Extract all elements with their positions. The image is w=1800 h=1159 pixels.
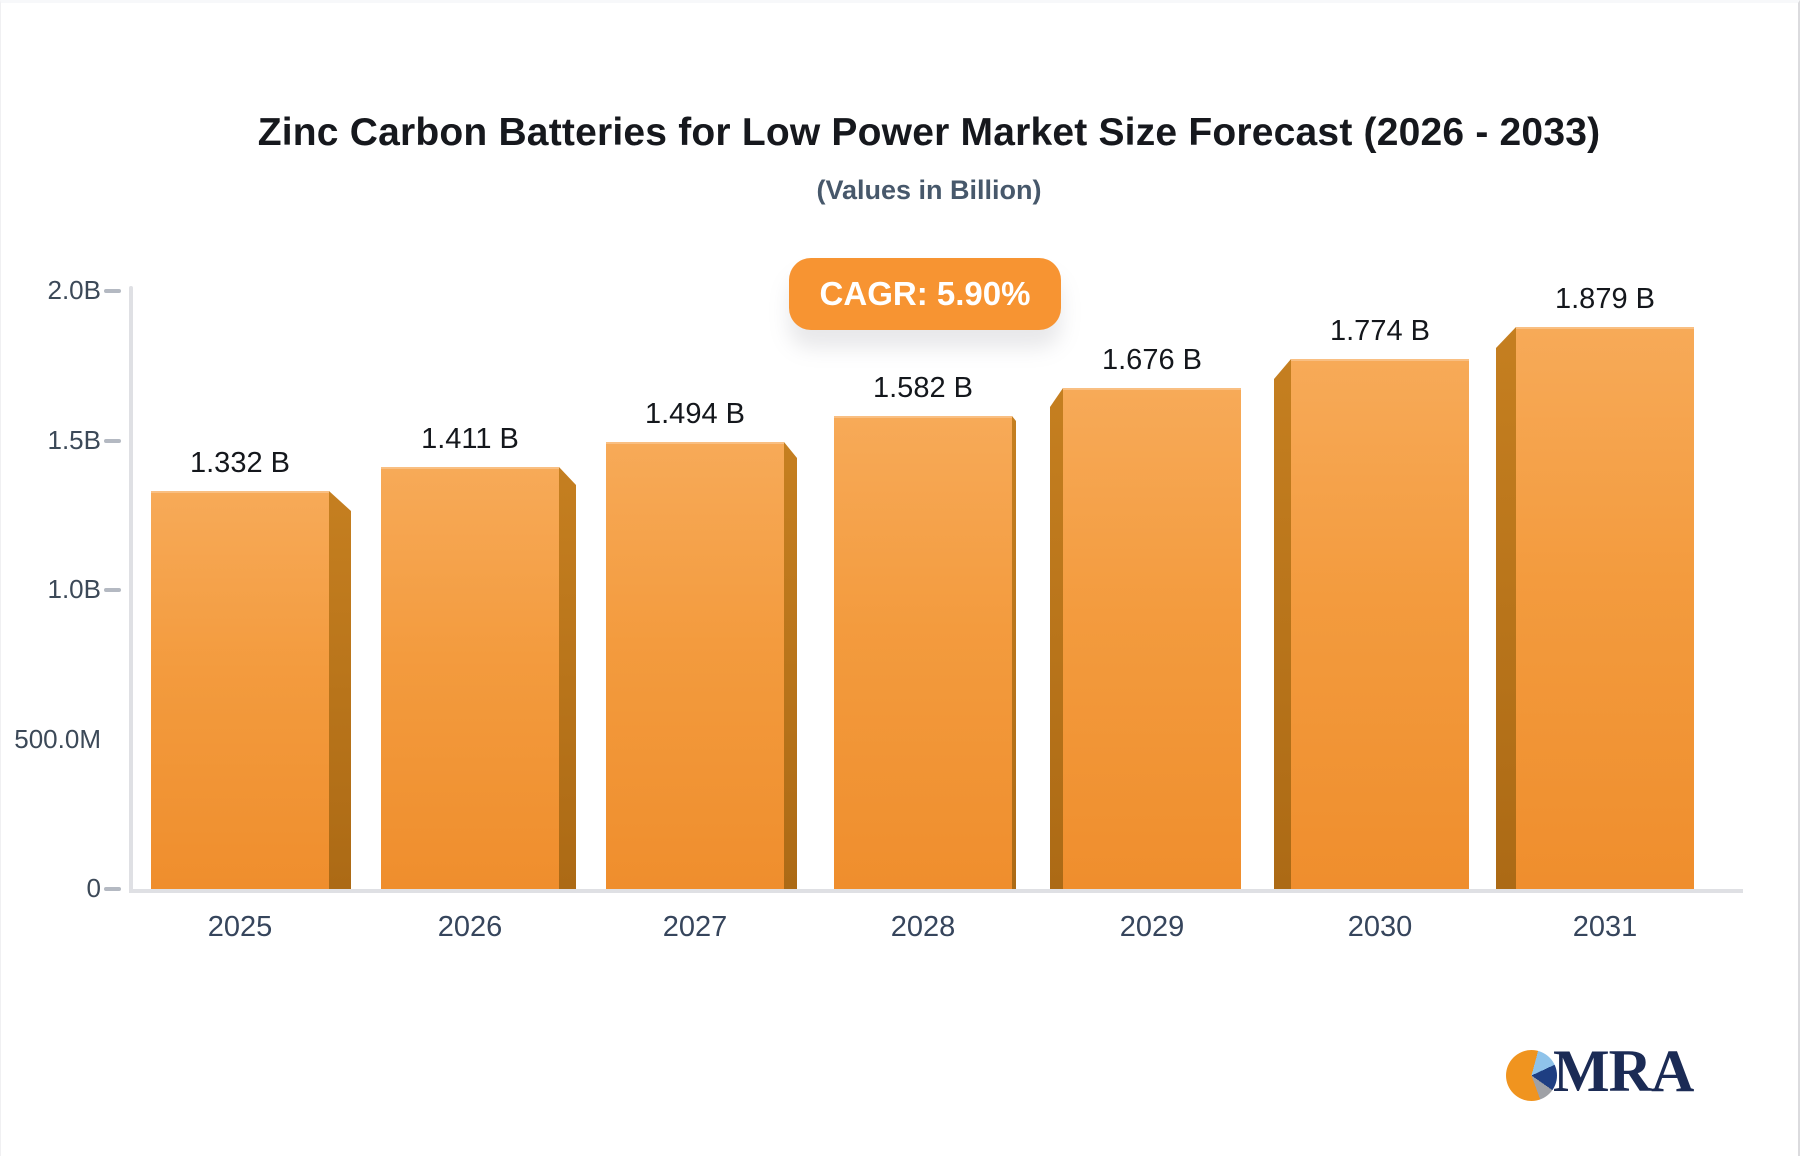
x-axis-baseline bbox=[129, 889, 1743, 893]
x-axis-label: 2025 bbox=[207, 911, 273, 943]
bar-side-shadow bbox=[329, 491, 351, 889]
bar-2029 bbox=[1050, 388, 1241, 889]
bar-face bbox=[606, 442, 784, 889]
bar-value-label: 1.676 B bbox=[1102, 344, 1202, 376]
bar-value-label: 1.774 B bbox=[1330, 315, 1430, 347]
x-axis-label: 2030 bbox=[1347, 911, 1413, 943]
x-axis-label: 2026 bbox=[437, 911, 503, 943]
bar-value-label: 1.879 B bbox=[1555, 283, 1655, 315]
bar-side-shadow bbox=[559, 467, 576, 889]
bar-face bbox=[381, 467, 559, 889]
y-axis-tick-label: 2.0B bbox=[47, 275, 102, 305]
bar-value-label: 1.582 B bbox=[873, 372, 973, 404]
bar-side-shadow bbox=[1050, 388, 1063, 889]
bar-face bbox=[1063, 388, 1241, 889]
bar-side-shadow bbox=[1274, 359, 1291, 889]
bar-2028 bbox=[834, 416, 1016, 889]
x-axis-label: 2029 bbox=[1119, 911, 1185, 943]
bar-2026 bbox=[381, 467, 576, 889]
x-axis-label: 2031 bbox=[1572, 911, 1638, 943]
bar-face bbox=[1291, 359, 1469, 889]
y-axis-tick-dash bbox=[104, 289, 121, 293]
brand-logo: MRA bbox=[1506, 1037, 1694, 1106]
bar-2025 bbox=[151, 491, 351, 889]
bar-2030 bbox=[1274, 359, 1469, 889]
chart-canvas: Zinc Carbon Batteries for Low Power Mark… bbox=[1, 3, 1800, 1159]
bar-side-shadow bbox=[784, 442, 797, 889]
y-axis-tick-label: 1.5B bbox=[47, 425, 102, 455]
x-axis-label: 2027 bbox=[662, 911, 728, 943]
bar-face bbox=[834, 416, 1012, 889]
y-axis-tick-dash bbox=[104, 887, 121, 891]
bar-value-label: 1.494 B bbox=[645, 398, 745, 430]
cagr-badge-label: CAGR: 5.90% bbox=[819, 275, 1031, 312]
bar-value-label: 1.332 B bbox=[190, 447, 290, 479]
chart-title: Zinc Carbon Batteries for Low Power Mark… bbox=[257, 111, 1601, 154]
bar-value-label: 1.411 B bbox=[421, 423, 519, 455]
cagr-badge: CAGR: 5.90% bbox=[789, 258, 1061, 330]
bar-2031 bbox=[1496, 327, 1694, 889]
bar-side-shadow bbox=[1012, 416, 1016, 889]
bar-face bbox=[1516, 327, 1694, 889]
pie-chart-logo-icon bbox=[1506, 1050, 1557, 1101]
bar-2027 bbox=[606, 442, 797, 889]
bar-face bbox=[151, 491, 329, 889]
chart-subtitle: (Values in Billion) bbox=[816, 175, 1042, 205]
y-axis-tick-label: 500.0M bbox=[14, 724, 101, 754]
y-axis-line bbox=[129, 286, 133, 893]
y-axis-tick-dash bbox=[104, 439, 121, 443]
y-axis-tick-label: 1.0B bbox=[47, 574, 102, 604]
y-axis-tick-dash bbox=[104, 588, 121, 592]
y-axis-tick-label: 0 bbox=[86, 873, 101, 903]
x-axis-label: 2028 bbox=[890, 911, 956, 943]
bar-side-shadow bbox=[1496, 327, 1516, 889]
brand-logo-text: MRA bbox=[1553, 1038, 1694, 1104]
